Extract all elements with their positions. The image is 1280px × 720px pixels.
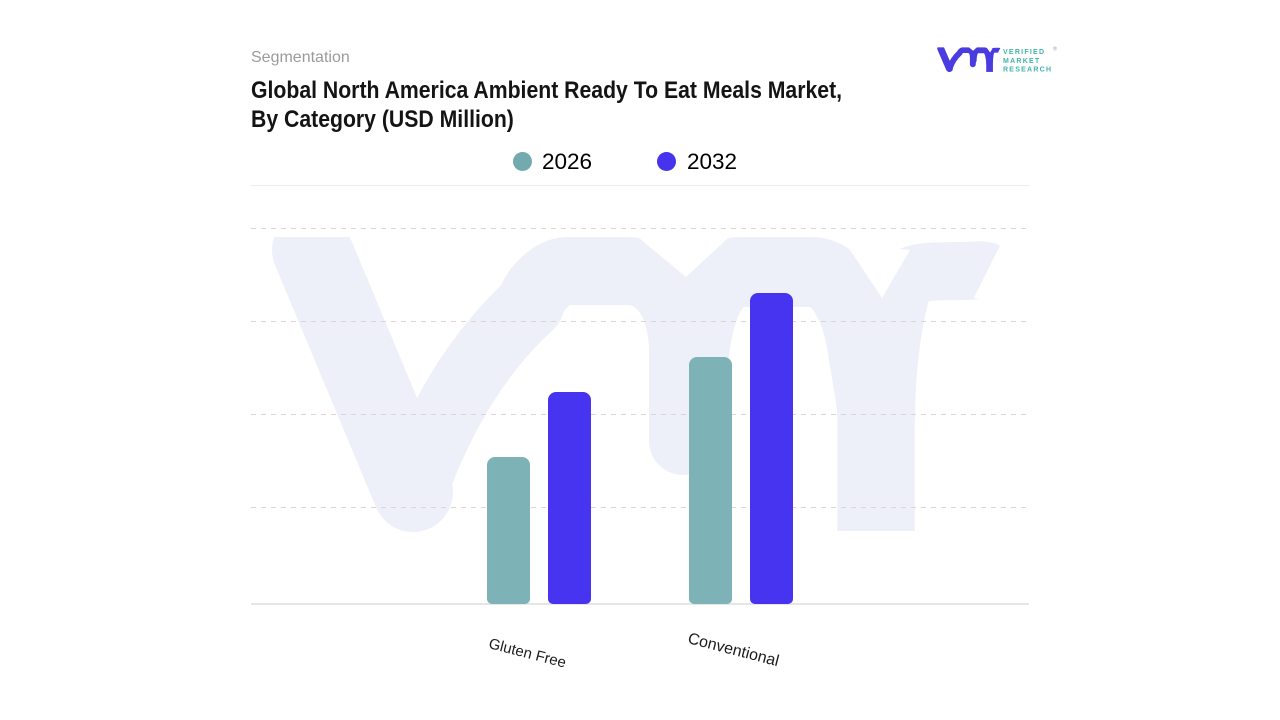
svg-text:MARKET: MARKET bbox=[1003, 58, 1040, 65]
svg-text:RESEARCH: RESEARCH bbox=[1003, 66, 1052, 73]
svg-text:®: ® bbox=[1053, 45, 1057, 52]
svg-text:VERIFIED: VERIFIED bbox=[1003, 49, 1045, 56]
